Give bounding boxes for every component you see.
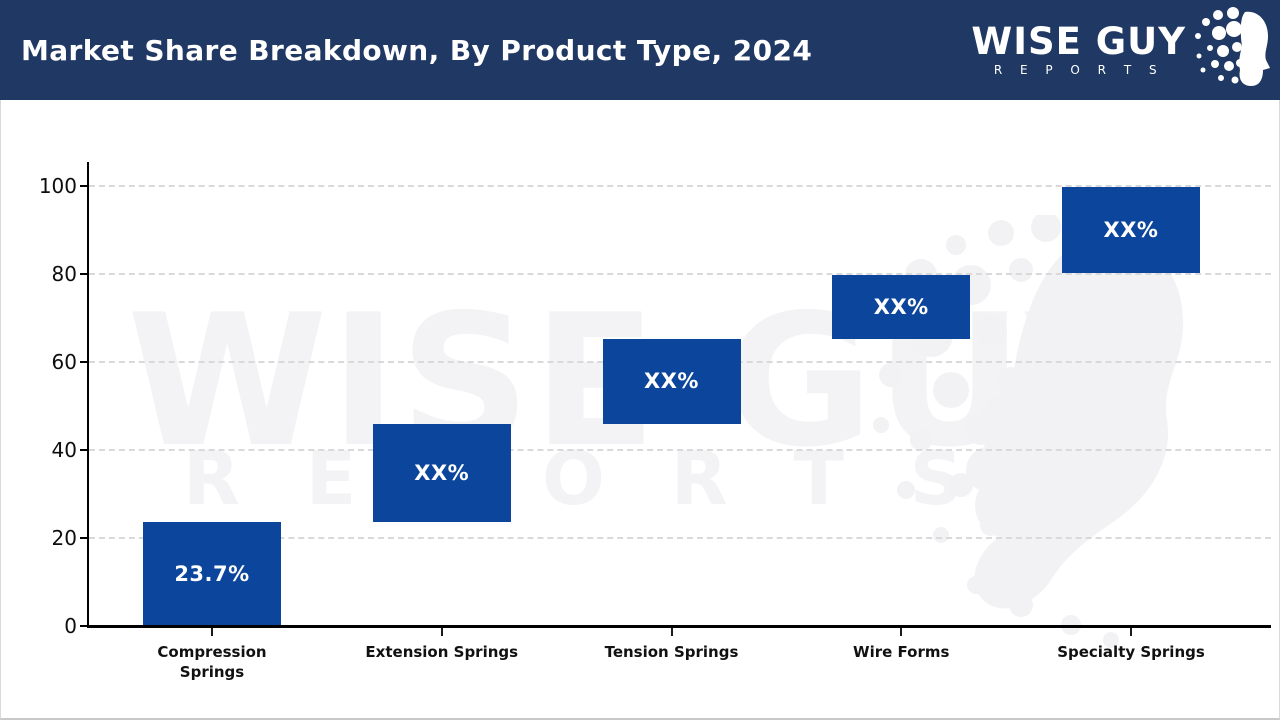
logo-head-icon: [1195, 7, 1270, 86]
bar-value-label: XX%: [414, 460, 470, 485]
header-bar: Market Share Breakdown, By Product Type,…: [0, 0, 1280, 100]
chart-bar: XX%: [372, 423, 511, 522]
wise-guy-logo: WISE GUY R E P O R T S: [971, 6, 1272, 94]
x-axis-line: [87, 625, 1271, 628]
y-tick-mark: [80, 273, 88, 275]
logo-text: WISE GUY R E P O R T S: [971, 23, 1186, 77]
y-axis-line: [87, 162, 89, 628]
category-label: Compression Springs: [157, 643, 267, 682]
bar-value-label: XX%: [873, 294, 929, 319]
category-label: Specialty Springs: [1057, 643, 1205, 661]
chart-bar: XX%: [832, 274, 971, 339]
chart-bar: 23.7%: [143, 521, 281, 626]
y-tick-label: 20: [51, 526, 77, 550]
category-label: Wire Forms: [853, 643, 950, 661]
category-label: Tension Springs: [604, 643, 739, 661]
logo-subtitle: R E P O R T S: [993, 63, 1164, 77]
chart-canvas: WISE GUY R E P O R T S 0 20 40 60 80 100 23.7%…: [0, 100, 1280, 720]
y-tick-mark: [80, 449, 88, 451]
y-tick-mark: [80, 537, 88, 539]
bar-value-label: XX%: [1103, 217, 1159, 242]
gridline: [89, 185, 1271, 187]
x-tick-mark: [440, 628, 443, 636]
logo-wordmark: WISE GUY: [971, 20, 1186, 63]
x-tick-mark: [211, 628, 213, 636]
y-tick-label: 80: [51, 262, 77, 286]
gridline: [89, 449, 1271, 451]
watermark-subtitle: R E P O R T S: [183, 436, 984, 522]
y-tick-mark: [80, 625, 88, 627]
x-tick-mark: [900, 628, 903, 636]
bar-value-label: 23.7%: [174, 561, 250, 586]
bar-value-label: XX%: [644, 369, 699, 394]
y-tick-label: 0: [64, 614, 77, 638]
y-tick-mark: [80, 185, 88, 187]
y-tick-label: 40: [51, 438, 77, 462]
chart-bar: XX%: [602, 339, 741, 424]
y-tick-label: 100: [38, 174, 77, 198]
y-tick-label: 60: [51, 350, 77, 374]
y-tick-mark: [80, 361, 88, 363]
x-tick-mark: [670, 628, 673, 636]
x-tick-mark: [1130, 628, 1132, 636]
gridline: [89, 537, 1271, 539]
page-title: Market Share Breakdown, By Product Type,…: [21, 33, 813, 67]
gridline: [89, 273, 1271, 275]
chart-bar: XX%: [1062, 186, 1200, 274]
category-label: Extension Springs: [365, 643, 519, 661]
